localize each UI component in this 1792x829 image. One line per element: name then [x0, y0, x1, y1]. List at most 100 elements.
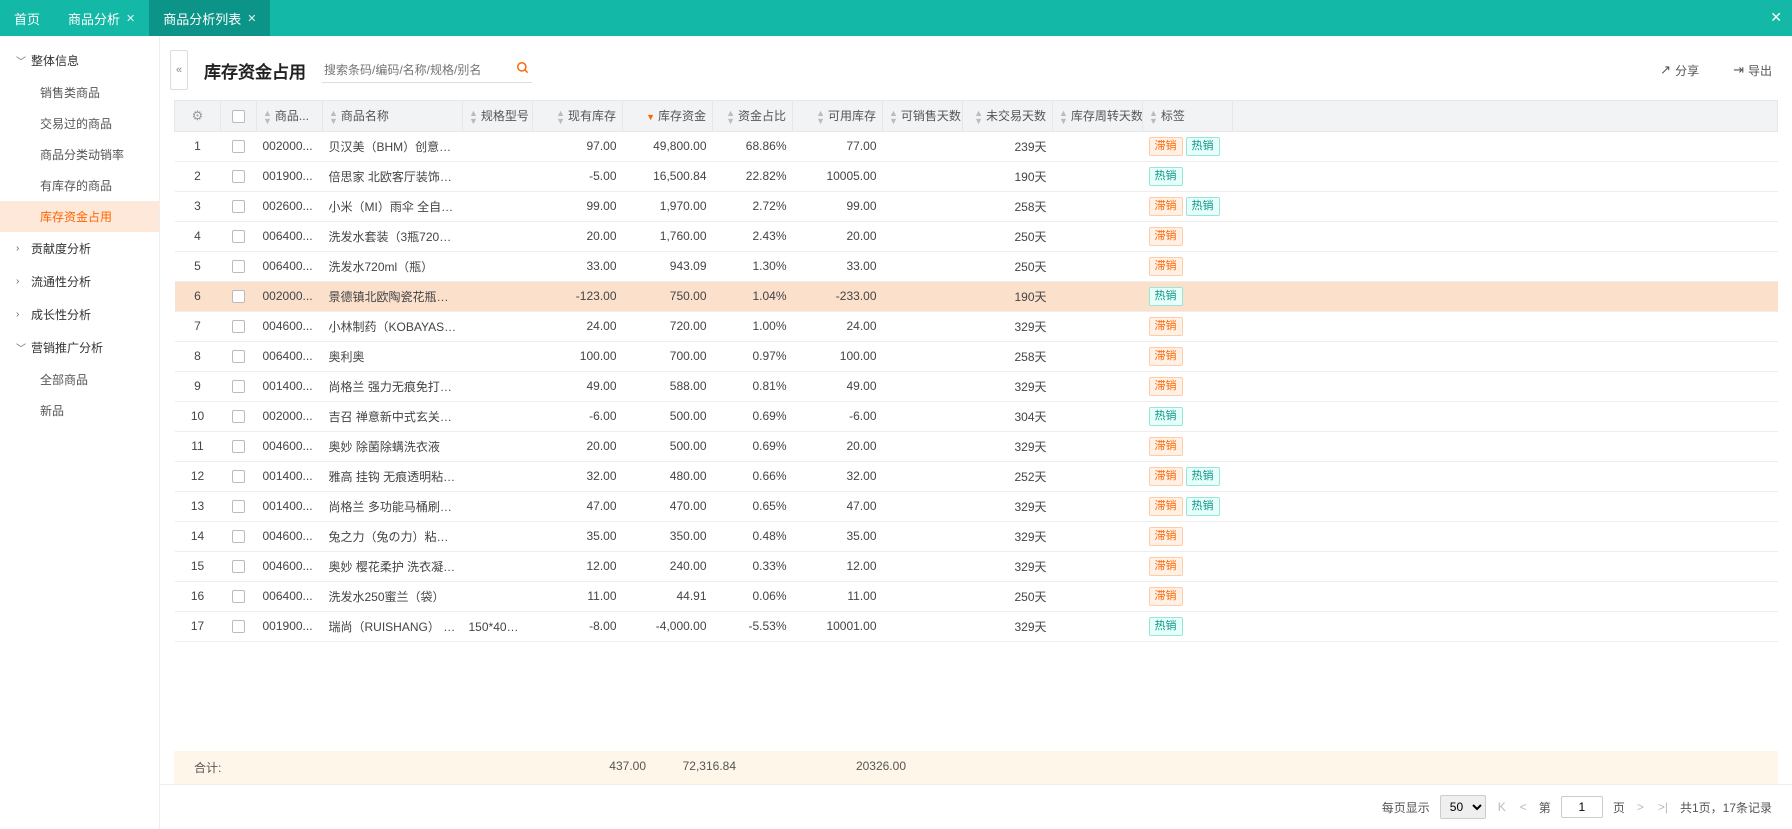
- table-row[interactable]: 12001400...雅高 挂钩 无痕透明粘钩 强32.00480.000.66…: [175, 461, 1778, 491]
- cell-turn: [1053, 311, 1143, 341]
- row-checkbox[interactable]: [232, 410, 245, 423]
- cell-pct: 0.48%: [713, 521, 793, 551]
- cell-check: [221, 371, 257, 401]
- export-button[interactable]: ⇥ 导出: [1733, 62, 1772, 79]
- search-input[interactable]: [324, 63, 516, 77]
- col-pct[interactable]: ▲▼资金占比: [713, 101, 793, 132]
- col-saledays[interactable]: ▲▼可销售天数: [883, 101, 963, 132]
- col-spec[interactable]: ▲▼规格型号: [463, 101, 533, 132]
- cell-stock: 12.00: [533, 551, 623, 581]
- table-row[interactable]: 4006400...洗发水套装（3瓶720ml+1）20.001,760.002…: [175, 221, 1778, 251]
- sidebar-item[interactable]: 交易过的商品: [0, 108, 159, 139]
- top-tab[interactable]: 首页: [0, 0, 54, 36]
- row-checkbox[interactable]: [232, 530, 245, 543]
- table-row[interactable]: 6002000...景德镇北欧陶瓷花瓶摆件 仿-123.00750.001.04…: [175, 281, 1778, 311]
- cell-saledays: [883, 251, 963, 281]
- col-name[interactable]: ▲▼商品名称: [323, 101, 463, 132]
- top-tab[interactable]: 商品分析列表✕: [149, 0, 270, 36]
- cell-code: 004600...: [257, 521, 323, 551]
- sidebar-item[interactable]: 库存资金占用: [0, 201, 159, 232]
- row-checkbox[interactable]: [232, 560, 245, 573]
- col-avail[interactable]: ▲▼可用库存: [793, 101, 883, 132]
- cell-name: 景德镇北欧陶瓷花瓶摆件 仿: [323, 281, 463, 311]
- table-row[interactable]: 5006400...洗发水720ml（瓶）33.00943.091.30%33.…: [175, 251, 1778, 281]
- table-row[interactable]: 7004600...小林制药（KOBAYASHI）E24.00720.001.0…: [175, 311, 1778, 341]
- sidebar-item[interactable]: 新品: [0, 395, 159, 426]
- row-checkbox[interactable]: [232, 380, 245, 393]
- row-checkbox[interactable]: [232, 140, 245, 153]
- table-row[interactable]: 13001400...尚格兰 多功能马桶刷套装 带47.00470.000.65…: [175, 491, 1778, 521]
- table-row[interactable]: 3002600...小米（MI）雨伞 全自动折叠99.001,970.002.7…: [175, 191, 1778, 221]
- sidebar-group-header[interactable]: ﹀营销推广分析: [0, 331, 159, 364]
- row-checkbox[interactable]: [232, 620, 245, 633]
- sidebar-group-header[interactable]: ›成长性分析: [0, 298, 159, 331]
- cell-notrade: 329天: [963, 491, 1053, 521]
- row-checkbox[interactable]: [232, 500, 245, 513]
- table-row[interactable]: 14004600...兔之力（兔の力）粘毛器粘35.00350.000.48%3…: [175, 521, 1778, 551]
- pagination: 每页显示 50 K < 第 页 > >| 共1页，17条记录: [160, 784, 1792, 829]
- table-row[interactable]: 2001900...倍思家 北欧客厅装饰画卧室-5.0016,500.8422.…: [175, 161, 1778, 191]
- collapse-sidebar-button[interactable]: «: [170, 50, 188, 90]
- table-row[interactable]: 1002000...贝汉美（BHM）创意北欧风97.0049,800.0068.…: [175, 131, 1778, 161]
- col-turn[interactable]: ▲▼库存周转天数: [1053, 101, 1143, 132]
- checkbox-all[interactable]: [232, 110, 245, 123]
- col-code[interactable]: ▲▼商品...: [257, 101, 323, 132]
- row-checkbox[interactable]: [232, 350, 245, 363]
- table-row[interactable]: 16006400...洗发水250蜜兰（袋）11.0044.910.06%11.…: [175, 581, 1778, 611]
- row-checkbox[interactable]: [232, 170, 245, 183]
- close-icon[interactable]: ✕: [247, 12, 256, 25]
- row-checkbox[interactable]: [232, 590, 245, 603]
- table-row[interactable]: 11004600...奥妙 除菌除螨洗衣液20.00500.000.69%20.…: [175, 431, 1778, 461]
- totals-label: 合计:: [184, 759, 244, 776]
- share-button[interactable]: ↗ 分享: [1660, 62, 1699, 79]
- cell-turn: [1053, 131, 1143, 161]
- search-icon[interactable]: [516, 61, 530, 78]
- page-next-button[interactable]: >: [1635, 800, 1646, 814]
- col-stock[interactable]: ▲▼现有库存: [533, 101, 623, 132]
- cell-saledays: [883, 401, 963, 431]
- page-first-button[interactable]: K: [1496, 800, 1508, 814]
- cell-saledays: [883, 371, 963, 401]
- sidebar-group-label: 流通性分析: [31, 273, 91, 290]
- col-settings[interactable]: ⚙: [175, 101, 221, 132]
- sidebar-group-header[interactable]: ﹀整体信息: [0, 44, 159, 77]
- row-checkbox[interactable]: [232, 230, 245, 243]
- table-row[interactable]: 15004600...奥妙 樱花柔护 洗衣凝珠 1012.00240.000.3…: [175, 551, 1778, 581]
- cell-saledays: [883, 191, 963, 221]
- row-checkbox[interactable]: [232, 260, 245, 273]
- sidebar-item[interactable]: 有库存的商品: [0, 170, 159, 201]
- close-all-icon[interactable]: ✕: [1770, 9, 1782, 26]
- col-fund[interactable]: ▼库存资金: [623, 101, 713, 132]
- cell-fund: 480.00: [623, 461, 713, 491]
- table-row[interactable]: 9001400...尚格兰 强力无痕免打孔浴室49.00588.000.81%4…: [175, 371, 1778, 401]
- close-icon[interactable]: ✕: [126, 12, 135, 25]
- per-page-select[interactable]: 50: [1440, 795, 1486, 819]
- sidebar-item[interactable]: 商品分类动销率: [0, 139, 159, 170]
- row-checkbox[interactable]: [232, 440, 245, 453]
- row-checkbox[interactable]: [232, 320, 245, 333]
- row-checkbox[interactable]: [232, 290, 245, 303]
- cell-code: 001400...: [257, 491, 323, 521]
- row-checkbox[interactable]: [232, 470, 245, 483]
- cell-fund: 500.00: [623, 431, 713, 461]
- col-notrade[interactable]: ▲▼未交易天数: [963, 101, 1053, 132]
- table-row[interactable]: 8006400...奥利奥100.00700.000.97%100.00258天…: [175, 341, 1778, 371]
- sidebar-item[interactable]: 全部商品: [0, 364, 159, 395]
- cell-tags: 滞销热销: [1143, 191, 1233, 221]
- row-checkbox[interactable]: [232, 200, 245, 213]
- table-row[interactable]: 10002000...吉召 禅意新中式玄关摆件客-6.00500.000.69%…: [175, 401, 1778, 431]
- sidebar-group-header[interactable]: ›流通性分析: [0, 265, 159, 298]
- table-row[interactable]: 17001900...瑞尚（RUISHANG） 卧室150*40厘米-8.00-…: [175, 611, 1778, 641]
- col-check-all[interactable]: [221, 101, 257, 132]
- cell-notrade: 190天: [963, 281, 1053, 311]
- sidebar-group-header[interactable]: ›贡献度分析: [0, 232, 159, 265]
- page-last-button[interactable]: >|: [1656, 800, 1670, 814]
- sidebar-item[interactable]: 销售类商品: [0, 77, 159, 108]
- cell-saledays: [883, 131, 963, 161]
- page-prev-button[interactable]: <: [1518, 800, 1529, 814]
- cell-fund: 240.00: [623, 551, 713, 581]
- top-tab[interactable]: 商品分析✕: [54, 0, 149, 36]
- page-input[interactable]: [1561, 796, 1603, 818]
- cell-check: [221, 401, 257, 431]
- col-tags[interactable]: ▲▼标签: [1143, 101, 1233, 132]
